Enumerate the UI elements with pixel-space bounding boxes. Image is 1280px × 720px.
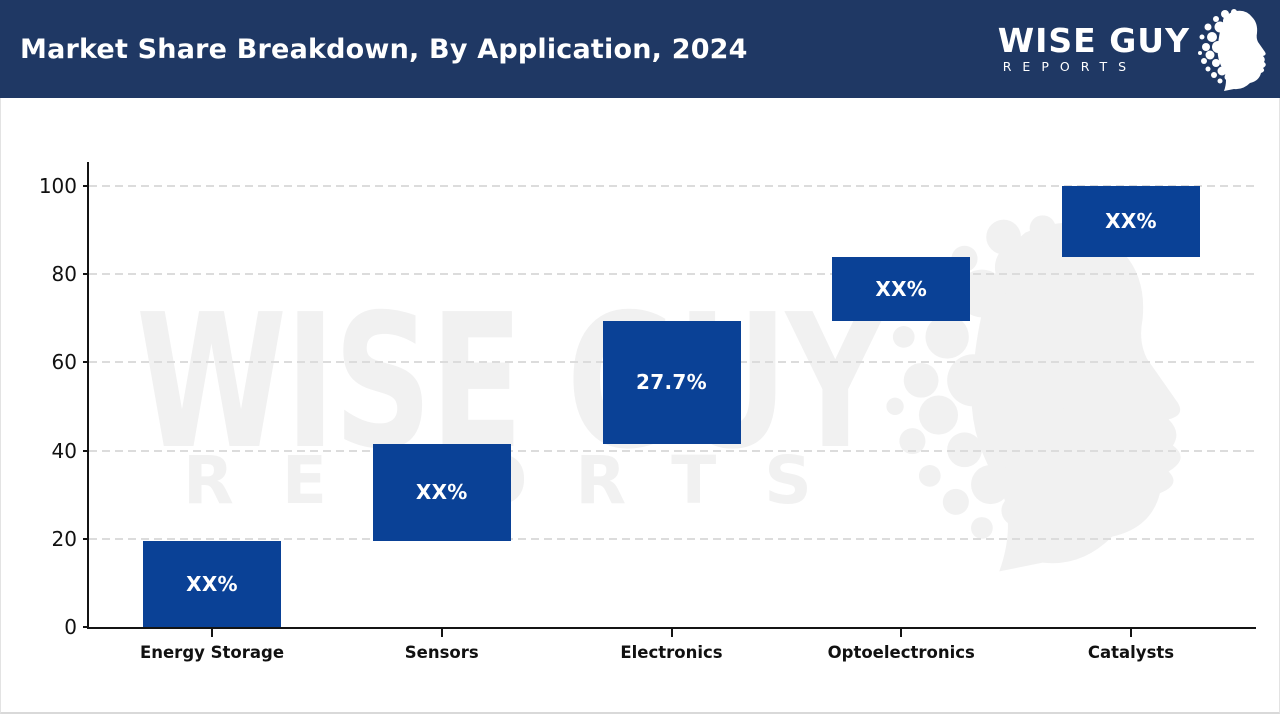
y-gridline: [89, 537, 1256, 540]
x-category-label: Catalysts: [1087, 643, 1175, 662]
wiseguy-logo: WISE GUY REPORTS: [998, 7, 1270, 91]
x-category-label: Electronics: [620, 643, 723, 662]
y-axis-line: [87, 162, 89, 629]
x-tick: [211, 629, 213, 637]
bar-segment: XX%: [1062, 186, 1200, 257]
bar-value-label: 27.7%: [636, 370, 707, 395]
y-tick: [83, 537, 89, 540]
x-tick: [670, 629, 673, 637]
bar-value-label: XX%: [875, 276, 928, 301]
y-tick-label: 60: [51, 350, 77, 375]
logo-text: WISE GUY REPORTS: [998, 24, 1190, 74]
bar-segment: XX%: [143, 541, 281, 627]
bar-segment: 27.7%: [602, 321, 741, 444]
y-tick-label: 0: [64, 615, 77, 639]
x-category-label: Optoelectronics: [827, 643, 975, 662]
bar-segment: XX%: [372, 443, 511, 541]
dotted-head-profile-icon: [1198, 9, 1266, 91]
y-gridline: [89, 185, 1256, 187]
header-bar: Market Share Breakdown, By Application, …: [0, 0, 1280, 98]
bar-value-label: XX%: [1105, 209, 1157, 234]
y-gridline: [89, 273, 1256, 276]
y-tick-label: 80: [51, 262, 77, 287]
y-gridline: [89, 449, 1256, 452]
footer-area: [0, 714, 1280, 720]
bar-segment: XX%: [832, 256, 971, 322]
y-tick: [83, 361, 89, 364]
bar-value-label: XX%: [415, 480, 468, 505]
x-axis-line: [87, 627, 1256, 629]
chart-title: Market Share Breakdown, By Application, …: [20, 33, 748, 65]
y-tick: [83, 449, 89, 452]
chart-canvas: WISE GUY REPORTS 0 20 40 60 80 100 XX% Energy S…: [0, 98, 1280, 714]
x-tick: [900, 629, 903, 637]
x-category-label: Sensors: [404, 643, 479, 662]
y-tick: [83, 273, 89, 276]
logo-wordmark: WISE GUY: [997, 21, 1190, 61]
x-tick: [440, 629, 443, 637]
y-tick-label: 20: [51, 526, 77, 551]
watermark-reports-text: REPORTS: [183, 442, 860, 519]
x-category-label: Energy Storage: [139, 643, 285, 662]
x-tick: [1130, 629, 1132, 637]
y-tick: [83, 626, 89, 628]
logo-reports-text: REPORTS: [1002, 59, 1138, 75]
y-tick: [83, 185, 89, 187]
y-tick-label: 40: [51, 438, 77, 463]
bar-value-label: XX%: [186, 571, 238, 596]
y-tick-label: 100: [38, 174, 77, 198]
